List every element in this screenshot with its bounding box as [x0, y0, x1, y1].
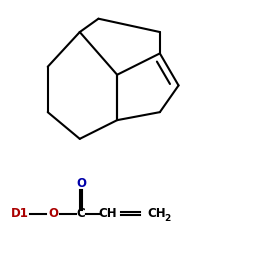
- Text: D1: D1: [11, 207, 29, 220]
- Text: CH: CH: [99, 207, 117, 220]
- Text: O: O: [76, 177, 86, 190]
- Text: O: O: [48, 207, 58, 220]
- Text: C: C: [77, 207, 86, 220]
- Text: CH: CH: [148, 207, 166, 220]
- Text: 2: 2: [165, 214, 171, 223]
